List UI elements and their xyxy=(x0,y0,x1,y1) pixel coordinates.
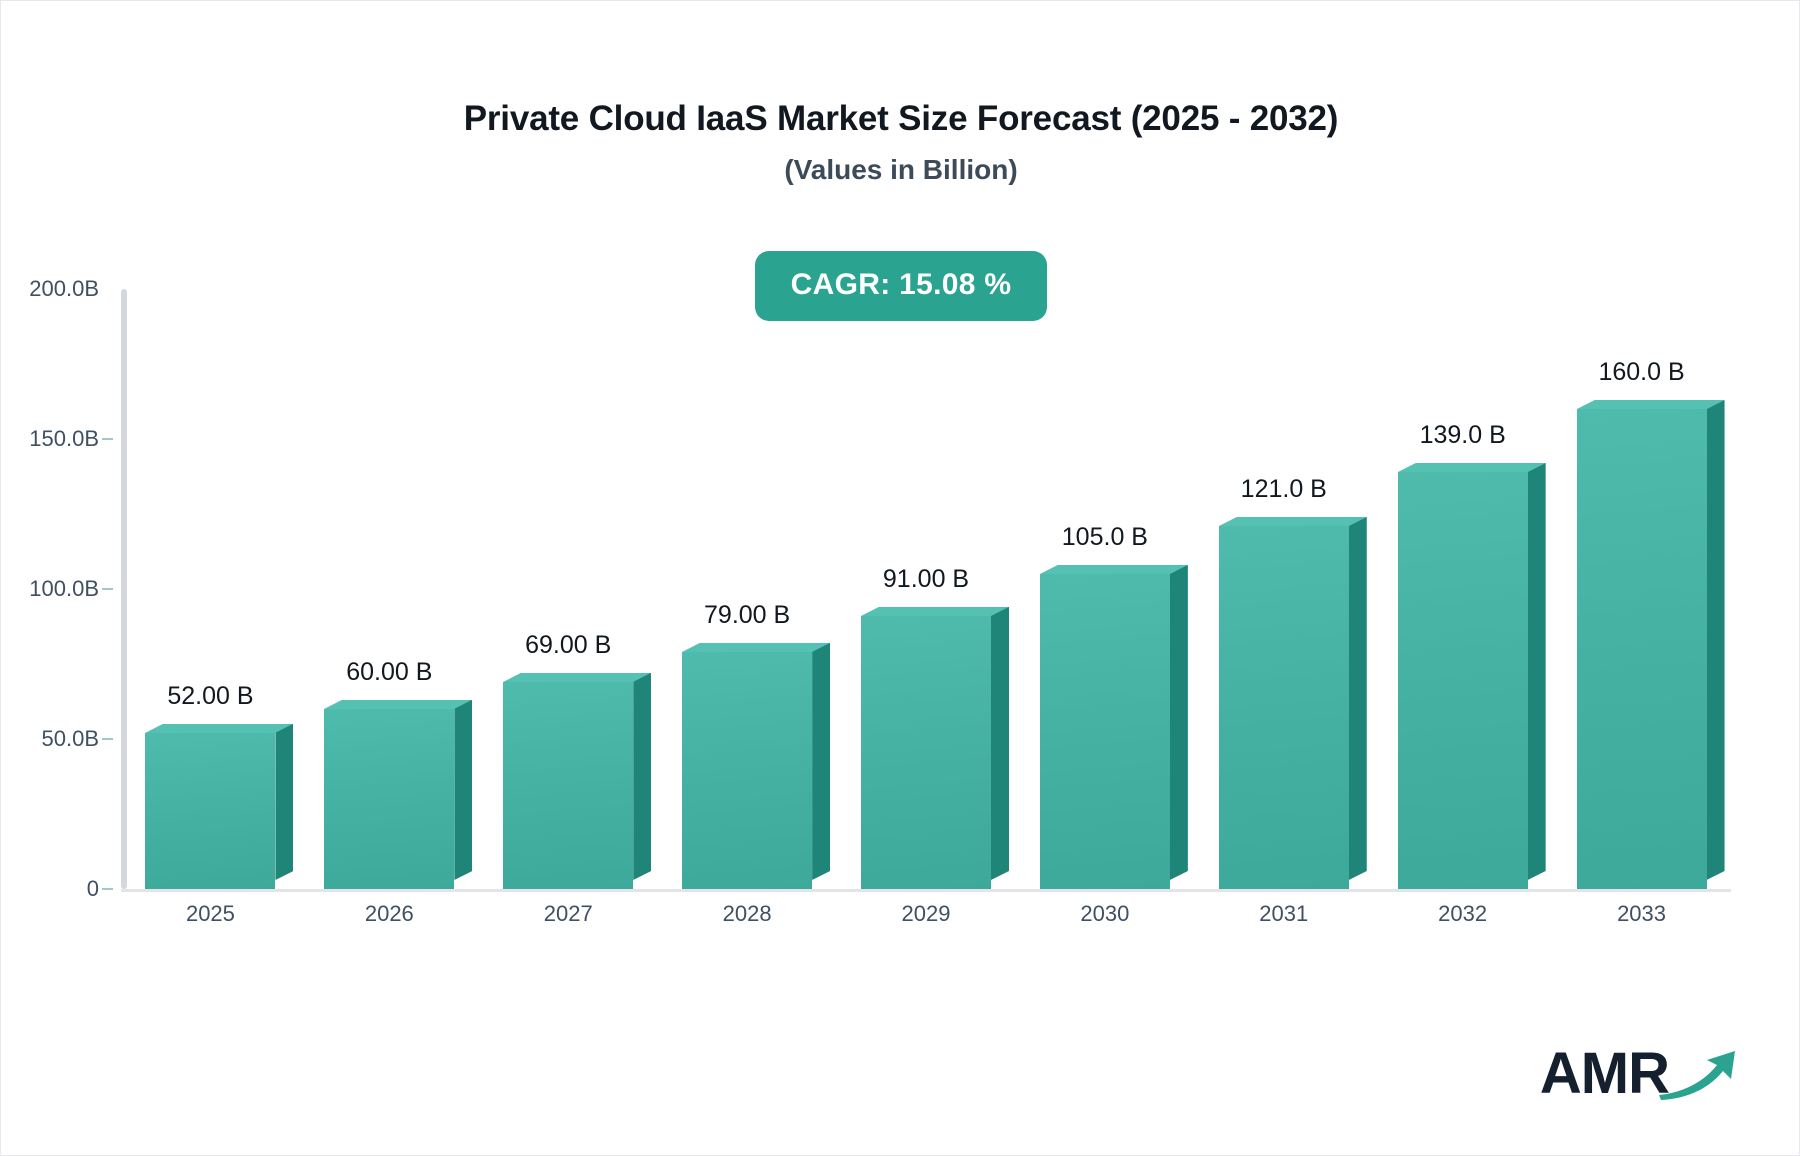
bar-value-label: 121.0 B xyxy=(1240,475,1327,503)
y-axis-tick-label: 150.0B xyxy=(29,426,99,451)
bar-top-face xyxy=(324,700,472,709)
bar-side-face xyxy=(1528,463,1546,880)
bar-front-face xyxy=(503,682,634,889)
bar-side-face xyxy=(1349,517,1367,880)
bar-top-face xyxy=(1576,400,1725,409)
bar-value-label: 105.0 B xyxy=(1061,523,1148,551)
x-axis-tick-label: 2025 xyxy=(185,901,235,926)
bar[interactable] xyxy=(1039,565,1170,889)
bar-side-face xyxy=(1707,400,1725,880)
bar-side-face xyxy=(275,724,293,880)
bar-top-face xyxy=(682,643,830,652)
y-axis-ticks: 200.0B 150.0B 100.0B 50.0B 0 xyxy=(1,276,113,901)
x-axis-line xyxy=(121,889,1731,892)
chart-header: Private Cloud IaaS Market Size Forecast … xyxy=(1,97,1800,187)
bar-side-face xyxy=(454,700,472,880)
bar-side-face xyxy=(812,643,830,880)
x-axis-tick-label: 2030 xyxy=(1080,901,1130,926)
bar-value-label: 79.00 B xyxy=(704,601,791,629)
y-axis-tick-label: 0 xyxy=(86,876,99,901)
bar-column[interactable]: 105.0 B xyxy=(1039,289,1170,889)
x-axis-labels: 2025 2026 2027 2028 2029 2030 2031 2032 2033 xyxy=(121,901,1731,941)
bar-column[interactable]: 69.00 B xyxy=(503,289,633,889)
chart-subtitle: (Values in Billion) xyxy=(784,154,1018,185)
bar-side-face xyxy=(1170,565,1188,880)
bar-top-face xyxy=(861,607,1009,616)
x-axis-tick-label: 2026 xyxy=(364,901,414,926)
bar[interactable] xyxy=(324,700,455,889)
bar-front-face xyxy=(861,616,991,889)
bar-value-label: 160.0 B xyxy=(1598,358,1685,386)
y-axis-tick-mark xyxy=(102,588,113,590)
bar-top-face xyxy=(1397,463,1546,472)
y-axis-line xyxy=(121,289,127,889)
y-axis-tick-label: 50.0B xyxy=(41,726,100,751)
growth-arrow-icon xyxy=(1655,1045,1741,1103)
bar-top-face xyxy=(1039,565,1188,574)
bar-front-face xyxy=(1039,574,1170,889)
x-axis-tick-label: 2029 xyxy=(901,901,951,926)
plot-area: 200.0B 150.0B 100.0B 50.0B 0 52.00 B 60.00 B 6… xyxy=(29,276,1731,901)
page-title: Private Cloud IaaS Market Size Forecast … xyxy=(463,99,1339,138)
bar-front-face xyxy=(1218,526,1349,889)
y-axis-tick-label: 100.0B xyxy=(29,576,99,601)
bar-front-face xyxy=(324,709,455,889)
bar-column[interactable]: 139.0 B xyxy=(1397,289,1528,889)
bar-column[interactable]: 121.0 B xyxy=(1218,289,1349,889)
bar-front-face xyxy=(145,733,276,889)
bar-front-face xyxy=(1576,409,1707,889)
x-axis-tick-label: 2027 xyxy=(543,901,593,926)
bar-series: 52.00 B 60.00 B 69.00 B 79.00 B 91.00 B 105.0… xyxy=(121,289,1731,889)
bar-front-face xyxy=(1397,472,1528,889)
bar-side-face xyxy=(633,673,651,880)
bar-value-label: 91.00 B xyxy=(882,565,970,593)
bar[interactable] xyxy=(1397,463,1528,889)
bar[interactable] xyxy=(1576,400,1707,889)
bar-value-label: 60.00 B xyxy=(346,658,433,686)
x-axis-tick-label: 2033 xyxy=(1617,901,1667,926)
bar-column[interactable]: 79.00 B xyxy=(682,289,812,889)
bar-front-face xyxy=(682,652,813,889)
x-axis-tick-label: 2031 xyxy=(1259,901,1309,926)
bar[interactable] xyxy=(145,724,276,889)
x-axis-tick-label: 2028 xyxy=(722,901,772,926)
bar-column[interactable]: 91.00 B xyxy=(861,289,991,889)
amr-logo: AMR xyxy=(1540,1045,1741,1103)
x-axis-tick-label: 2032 xyxy=(1438,901,1488,926)
logo-text: AMR xyxy=(1539,1041,1670,1106)
status-badge-cagr: CAGR: 15.08 % xyxy=(754,251,1048,321)
bar[interactable] xyxy=(861,607,991,889)
bar-value-label: 69.00 B xyxy=(525,631,612,659)
bar-top-face xyxy=(1218,517,1367,526)
bar-column[interactable]: 160.0 B xyxy=(1576,289,1707,889)
y-axis-tick-mark xyxy=(102,438,113,440)
bar-top-face xyxy=(145,724,294,733)
bar-column[interactable]: 52.00 B xyxy=(145,289,275,889)
bar-top-face xyxy=(503,673,651,682)
bar-value-label: 52.00 B xyxy=(167,682,254,710)
y-axis-tick-mark xyxy=(102,738,113,740)
bar-side-face xyxy=(991,607,1009,880)
bar-value-label: 139.0 B xyxy=(1419,421,1506,449)
cagr-badge-container: CAGR: 15.08 % xyxy=(1,251,1800,321)
bar[interactable] xyxy=(503,673,634,889)
bar[interactable] xyxy=(1218,517,1349,889)
y-axis-tick-label: 200.0B xyxy=(29,276,99,301)
bar-column[interactable]: 60.00 B xyxy=(324,289,454,889)
y-axis-tick-mark xyxy=(102,888,113,890)
bar[interactable] xyxy=(682,643,813,889)
